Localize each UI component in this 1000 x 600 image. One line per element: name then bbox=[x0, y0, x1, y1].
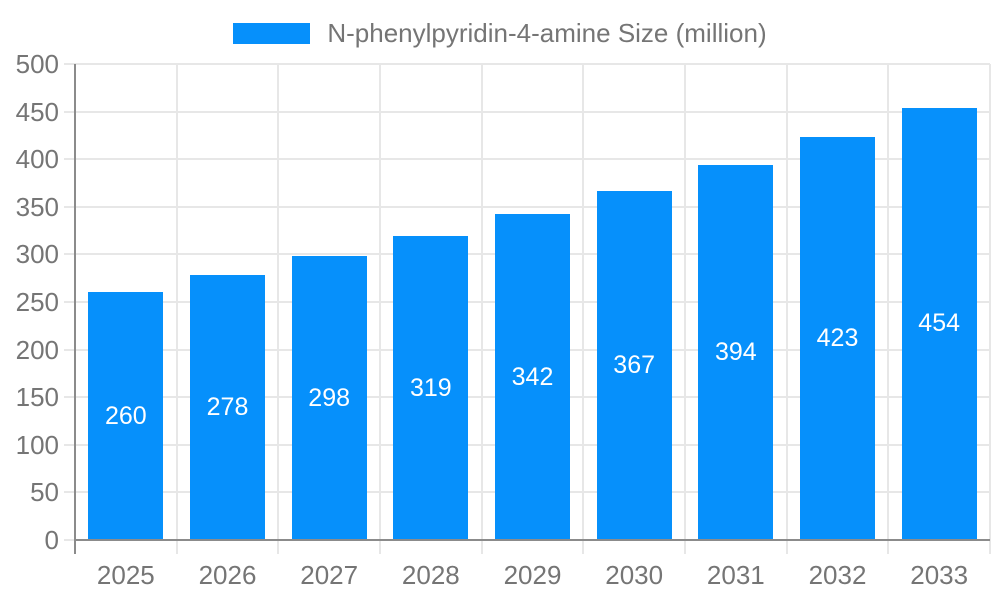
y-axis-tick-label: 350 bbox=[15, 191, 59, 222]
y-gridline bbox=[64, 63, 990, 65]
bar-value-label: 367 bbox=[613, 350, 656, 379]
bar-value-label: 298 bbox=[308, 383, 351, 412]
legend[interactable]: N-phenylpyridin-4-amine Size (million) bbox=[0, 18, 1000, 48]
y-axis-tick-label: 450 bbox=[15, 96, 59, 127]
x-axis-tick-label: 2027 bbox=[300, 560, 359, 590]
x-axis-tick-label: 2030 bbox=[605, 560, 664, 590]
x-gridline bbox=[785, 64, 788, 554]
x-gridline bbox=[480, 64, 483, 554]
bar-2031[interactable]: 394 bbox=[698, 164, 774, 540]
y-axis-tick-label: 500 bbox=[15, 49, 59, 79]
x-gridline bbox=[175, 64, 178, 554]
bar-value-label: 394 bbox=[714, 337, 757, 366]
bar-2025[interactable]: 260 bbox=[88, 292, 164, 540]
legend-swatch-icon bbox=[233, 22, 311, 44]
bar-value-label: 454 bbox=[918, 309, 961, 338]
bar-value-label: 342 bbox=[511, 362, 554, 391]
bar-value-label: 260 bbox=[104, 401, 147, 430]
x-gridline bbox=[582, 64, 585, 554]
bar-value-label: 278 bbox=[206, 393, 249, 422]
x-gridline bbox=[74, 64, 76, 554]
x-axis-tick-label: 2028 bbox=[401, 560, 460, 590]
bar-2032[interactable]: 423 bbox=[800, 137, 875, 540]
x-axis-tick-label: 2029 bbox=[503, 560, 562, 590]
x-gridline bbox=[379, 64, 381, 554]
x-axis-tick-label: 2031 bbox=[706, 560, 765, 590]
y-gridline bbox=[64, 205, 990, 208]
y-axis-tick-label: 150 bbox=[15, 382, 59, 413]
bar-2028[interactable]: 319 bbox=[393, 236, 469, 540]
x-axis-tick-label: 2033 bbox=[910, 560, 969, 590]
bar-2030[interactable]: 367 bbox=[596, 190, 672, 540]
y-gridline bbox=[64, 110, 990, 113]
x-axis-line bbox=[75, 539, 990, 541]
bar-value-label: 319 bbox=[409, 373, 452, 402]
x-axis-tick-label: 2032 bbox=[808, 560, 867, 590]
x-gridline bbox=[989, 64, 991, 554]
bar-2029[interactable]: 342 bbox=[495, 214, 570, 540]
y-axis-tick-label: 300 bbox=[15, 239, 59, 270]
bar-2027[interactable]: 298 bbox=[291, 256, 367, 540]
y-axis-tick-label: 0 bbox=[44, 525, 59, 555]
x-gridline bbox=[277, 64, 280, 554]
x-gridline bbox=[684, 64, 686, 554]
y-gridline bbox=[64, 158, 990, 161]
y-axis-tick-label: 100 bbox=[15, 429, 59, 460]
bar-2026[interactable]: 278 bbox=[190, 275, 265, 540]
y-axis-tick-label: 50 bbox=[30, 477, 59, 508]
bar-2033[interactable]: 454 bbox=[901, 107, 977, 540]
y-axis-tick-label: 250 bbox=[15, 287, 59, 317]
x-gridline bbox=[887, 64, 890, 554]
legend-label: N-phenylpyridin-4-amine Size (million) bbox=[327, 17, 767, 48]
bar-value-label: 423 bbox=[816, 324, 859, 353]
x-axis-tick-label: 2025 bbox=[96, 560, 155, 590]
y-axis-tick-label: 400 bbox=[15, 144, 59, 175]
y-axis-tick-label: 200 bbox=[15, 334, 59, 365]
x-axis-tick-label: 2026 bbox=[198, 560, 257, 590]
